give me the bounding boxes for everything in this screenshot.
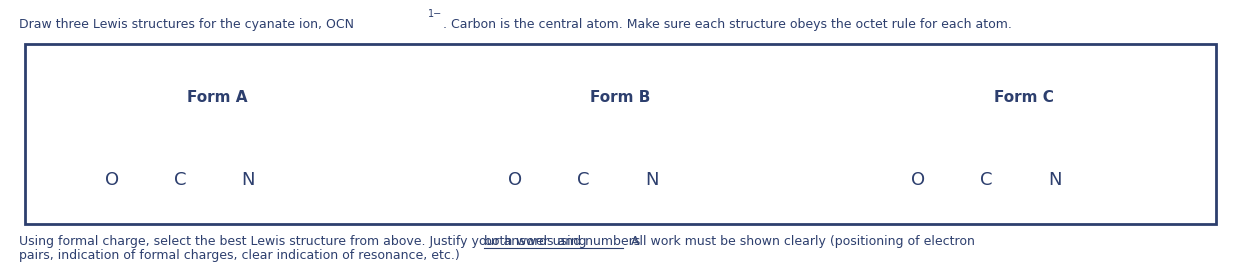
Text: both words and numbers: both words and numbers (484, 235, 640, 248)
Text: Draw three Lewis structures for the cyanate ion, OCN: Draw three Lewis structures for the cyan… (19, 18, 354, 31)
Text: C: C (174, 171, 186, 189)
Text: C: C (577, 171, 589, 189)
Text: Form A: Form A (187, 90, 247, 105)
Text: Using formal charge, select the best Lewis structure from above. Justify your an: Using formal charge, select the best Lew… (19, 235, 591, 248)
Text: pairs, indication of formal charges, clear indication of resonance, etc.): pairs, indication of formal charges, cle… (19, 249, 459, 262)
Text: O: O (508, 171, 522, 189)
Text: O: O (911, 171, 926, 189)
Text: O: O (104, 171, 119, 189)
Text: 1−: 1− (428, 9, 442, 19)
Text: N: N (1049, 171, 1061, 189)
FancyBboxPatch shape (25, 44, 1216, 224)
Text: . Carbon is the central atom. Make sure each structure obeys the octet rule for : . Carbon is the central atom. Make sure … (443, 18, 1011, 31)
Text: N: N (242, 171, 254, 189)
Text: N: N (645, 171, 658, 189)
Text: C: C (980, 171, 993, 189)
Text: Form B: Form B (591, 90, 650, 105)
Text: Form C: Form C (994, 90, 1054, 105)
Text: . All work must be shown clearly (positioning of electron: . All work must be shown clearly (positi… (623, 235, 975, 248)
